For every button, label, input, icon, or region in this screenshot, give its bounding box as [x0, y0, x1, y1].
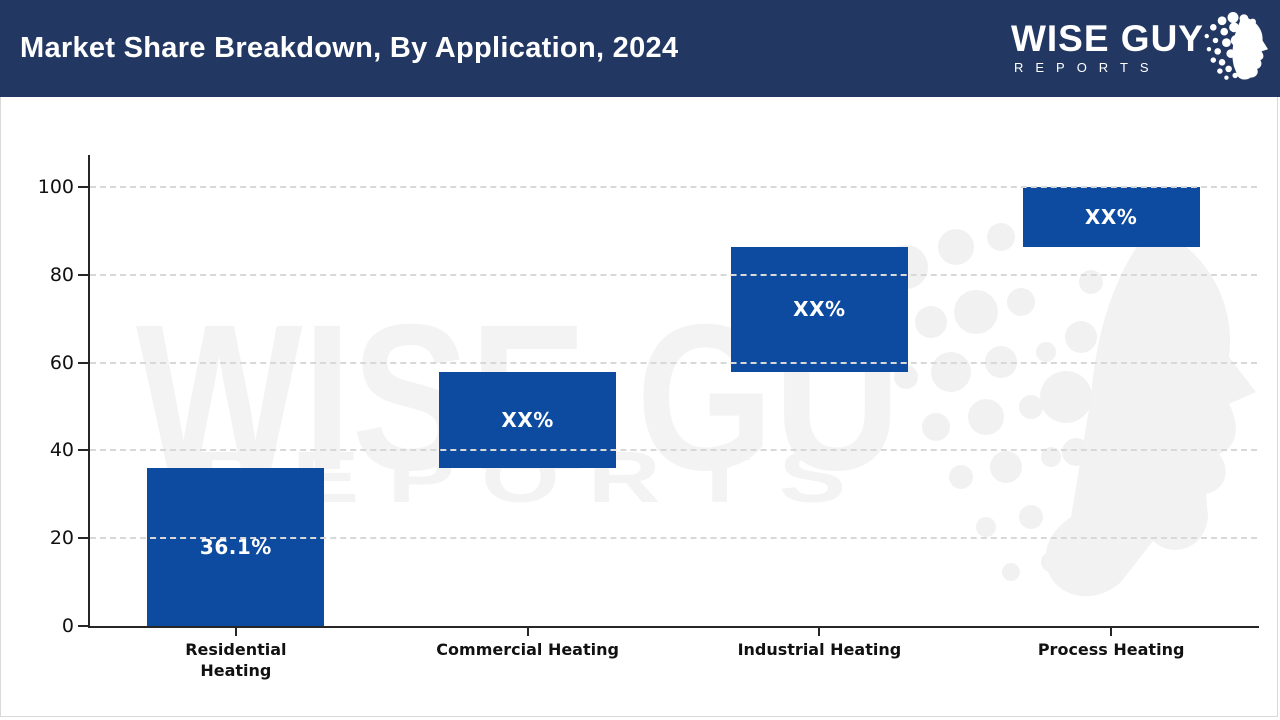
logo-head-icon — [1204, 12, 1268, 80]
gridline — [90, 186, 1257, 188]
gridline — [90, 361, 1257, 364]
page-title: Market Share Breakdown, By Application, … — [20, 32, 679, 64]
bar-value-label-commercial-heating: XX% — [501, 407, 554, 432]
x-tick-mark — [1110, 628, 1113, 636]
bar-value-label-process-heating: XX% — [1084, 204, 1138, 229]
y-axis-tick-label: 80 — [49, 263, 74, 286]
x-axis-category-label: Residential Heating — [185, 640, 287, 680]
y-axis — [88, 155, 90, 628]
logo-text: WISE GUY REPORTS — [1010, 18, 1204, 76]
wise-guy-logo: WISE GUY REPORTS — [1011, 6, 1268, 88]
x-axis-category-label: Process Heating — [1037, 640, 1185, 659]
y-tick-mark — [78, 361, 88, 364]
logo-wordmark: WISE GUY — [1010, 18, 1204, 59]
x-tick-mark — [818, 628, 821, 636]
bar-process-heating — [1022, 187, 1200, 247]
x-axis-category-label: Commercial Heating — [436, 640, 619, 659]
x-tick-mark — [234, 628, 237, 636]
y-tick-mark — [78, 186, 88, 188]
header: Market Share Breakdown, By Application, … — [0, 0, 1280, 97]
bar-value-label-industrial-heating: XX% — [793, 297, 846, 322]
x-axis — [88, 626, 1259, 628]
y-axis-tick-label: 60 — [49, 351, 74, 374]
chart-card: WISE GU R E P O R T S 0 20 4 — [0, 97, 1278, 717]
watermark-head — [1045, 227, 1256, 597]
logo-subtext: REPORTS — [1013, 60, 1161, 75]
y-tick-mark — [78, 449, 88, 452]
gridline — [90, 273, 1257, 276]
bar-industrial-heating — [730, 246, 908, 373]
y-tick-mark — [78, 537, 88, 540]
y-axis-tick-label: 20 — [49, 527, 74, 550]
bar-residential-heating — [147, 467, 325, 626]
gridline — [90, 537, 1257, 540]
bar-commercial-heating — [439, 372, 617, 468]
y-tick-mark — [78, 625, 88, 627]
bar-value-label-residential-heating: 36.1% — [199, 534, 272, 559]
plot-area: WISE GU R E P O R T S 0 20 4 — [1, 97, 1279, 716]
x-axis-category-label: Industrial Heating — [737, 640, 902, 659]
y-axis-tick-label: 0 — [61, 615, 74, 637]
y-tick-mark — [78, 273, 88, 276]
y-axis-tick-label: 100 — [37, 176, 74, 198]
x-tick-mark — [526, 628, 529, 636]
gridline — [90, 449, 1257, 452]
y-axis-tick-label: 40 — [49, 439, 74, 462]
